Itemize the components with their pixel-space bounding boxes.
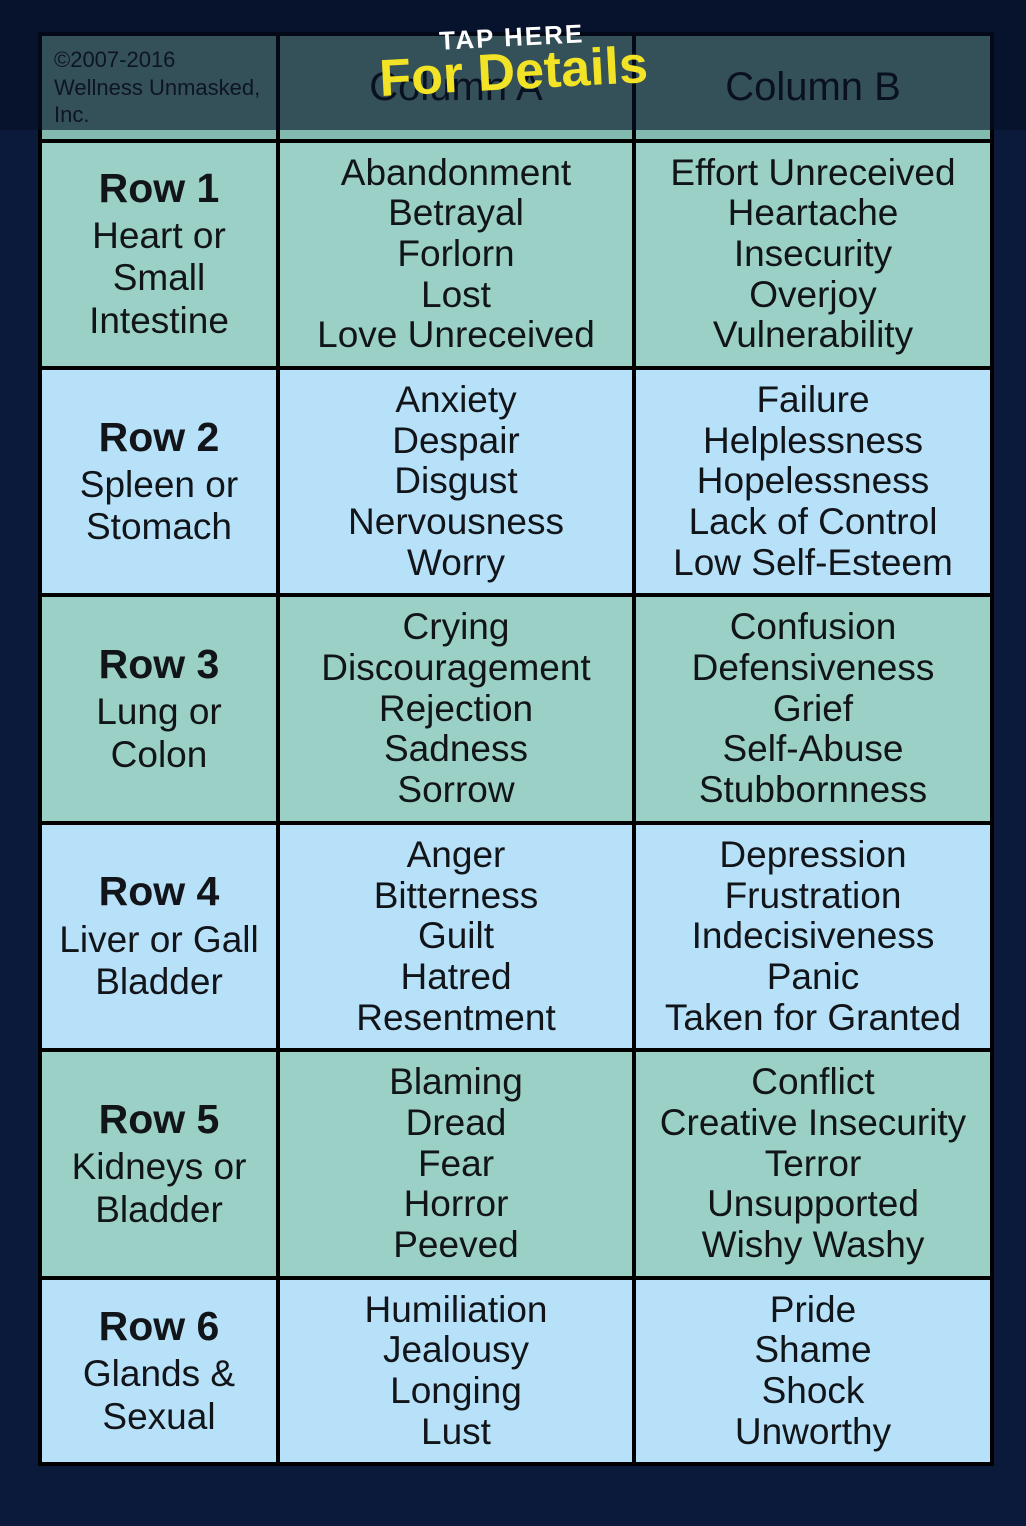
col-a-cell: Abandonment Betrayal Forlorn Lost Love U…: [278, 141, 634, 368]
col-b-cell: Confusion Defensiveness Grief Self-Abuse…: [634, 595, 992, 822]
row-subtitle: Liver or Gall Bladder: [46, 919, 272, 1004]
row-label: Row 6 Glands & Sexual: [40, 1278, 278, 1465]
chart-frame: ©2007-2016 Wellness Unmasked, Inc. Colum…: [0, 0, 1026, 1526]
col-b-cell: Failure Helplessness Hopelessness Lack o…: [634, 368, 992, 595]
col-b-cell: Effort Unreceived Heartache Insecurity O…: [634, 141, 992, 368]
table-row: Row 1 Heart or Small Intestine Abandonme…: [40, 141, 992, 368]
row-subtitle: Heart or Small Intestine: [46, 215, 272, 343]
row-title: Row 1: [99, 165, 220, 211]
row-label: Row 4 Liver or Gall Bladder: [40, 823, 278, 1050]
emotion-chart-table: ©2007-2016 Wellness Unmasked, Inc. Colum…: [38, 32, 994, 1466]
row-title: Row 5: [99, 1096, 220, 1142]
col-a-cell: Anger Bitterness Guilt Hatred Resentment: [278, 823, 634, 1050]
row-title: Row 6: [99, 1303, 220, 1349]
col-b-cell: Conflict Creative Insecurity Terror Unsu…: [634, 1050, 992, 1277]
row-subtitle: Lung or Colon: [46, 691, 272, 776]
row-subtitle: Glands & Sexual: [46, 1353, 272, 1438]
row-subtitle: Spleen or Stomach: [46, 464, 272, 549]
row-label: Row 5 Kidneys or Bladder: [40, 1050, 278, 1277]
row-title: Row 2: [99, 414, 220, 460]
col-a-cell: Humiliation Jealousy Longing Lust: [278, 1278, 634, 1465]
row-label: Row 2 Spleen or Stomach: [40, 368, 278, 595]
table-row: Row 3 Lung or Colon Crying Discouragemen…: [40, 595, 992, 822]
table-row: Row 6 Glands & Sexual Humiliation Jealou…: [40, 1278, 992, 1465]
table-row: Row 5 Kidneys or Bladder Blaming Dread F…: [40, 1050, 992, 1277]
row-subtitle: Kidneys or Bladder: [46, 1146, 272, 1231]
table-row: Row 2 Spleen or Stomach Anxiety Despair …: [40, 368, 992, 595]
col-a-cell: Crying Discouragement Rejection Sadness …: [278, 595, 634, 822]
col-b-cell: Depression Frustration Indecisiveness Pa…: [634, 823, 992, 1050]
row-label: Row 3 Lung or Colon: [40, 595, 278, 822]
row-title: Row 3: [99, 641, 220, 687]
col-a-cell: Blaming Dread Fear Horror Peeved: [278, 1050, 634, 1277]
col-b-cell: Pride Shame Shock Unworthy: [634, 1278, 992, 1465]
row-title: Row 4: [99, 868, 220, 914]
col-a-cell: Anxiety Despair Disgust Nervousness Worr…: [278, 368, 634, 595]
table-row: Row 4 Liver or Gall Bladder Anger Bitter…: [40, 823, 992, 1050]
row-label: Row 1 Heart or Small Intestine: [40, 141, 278, 368]
